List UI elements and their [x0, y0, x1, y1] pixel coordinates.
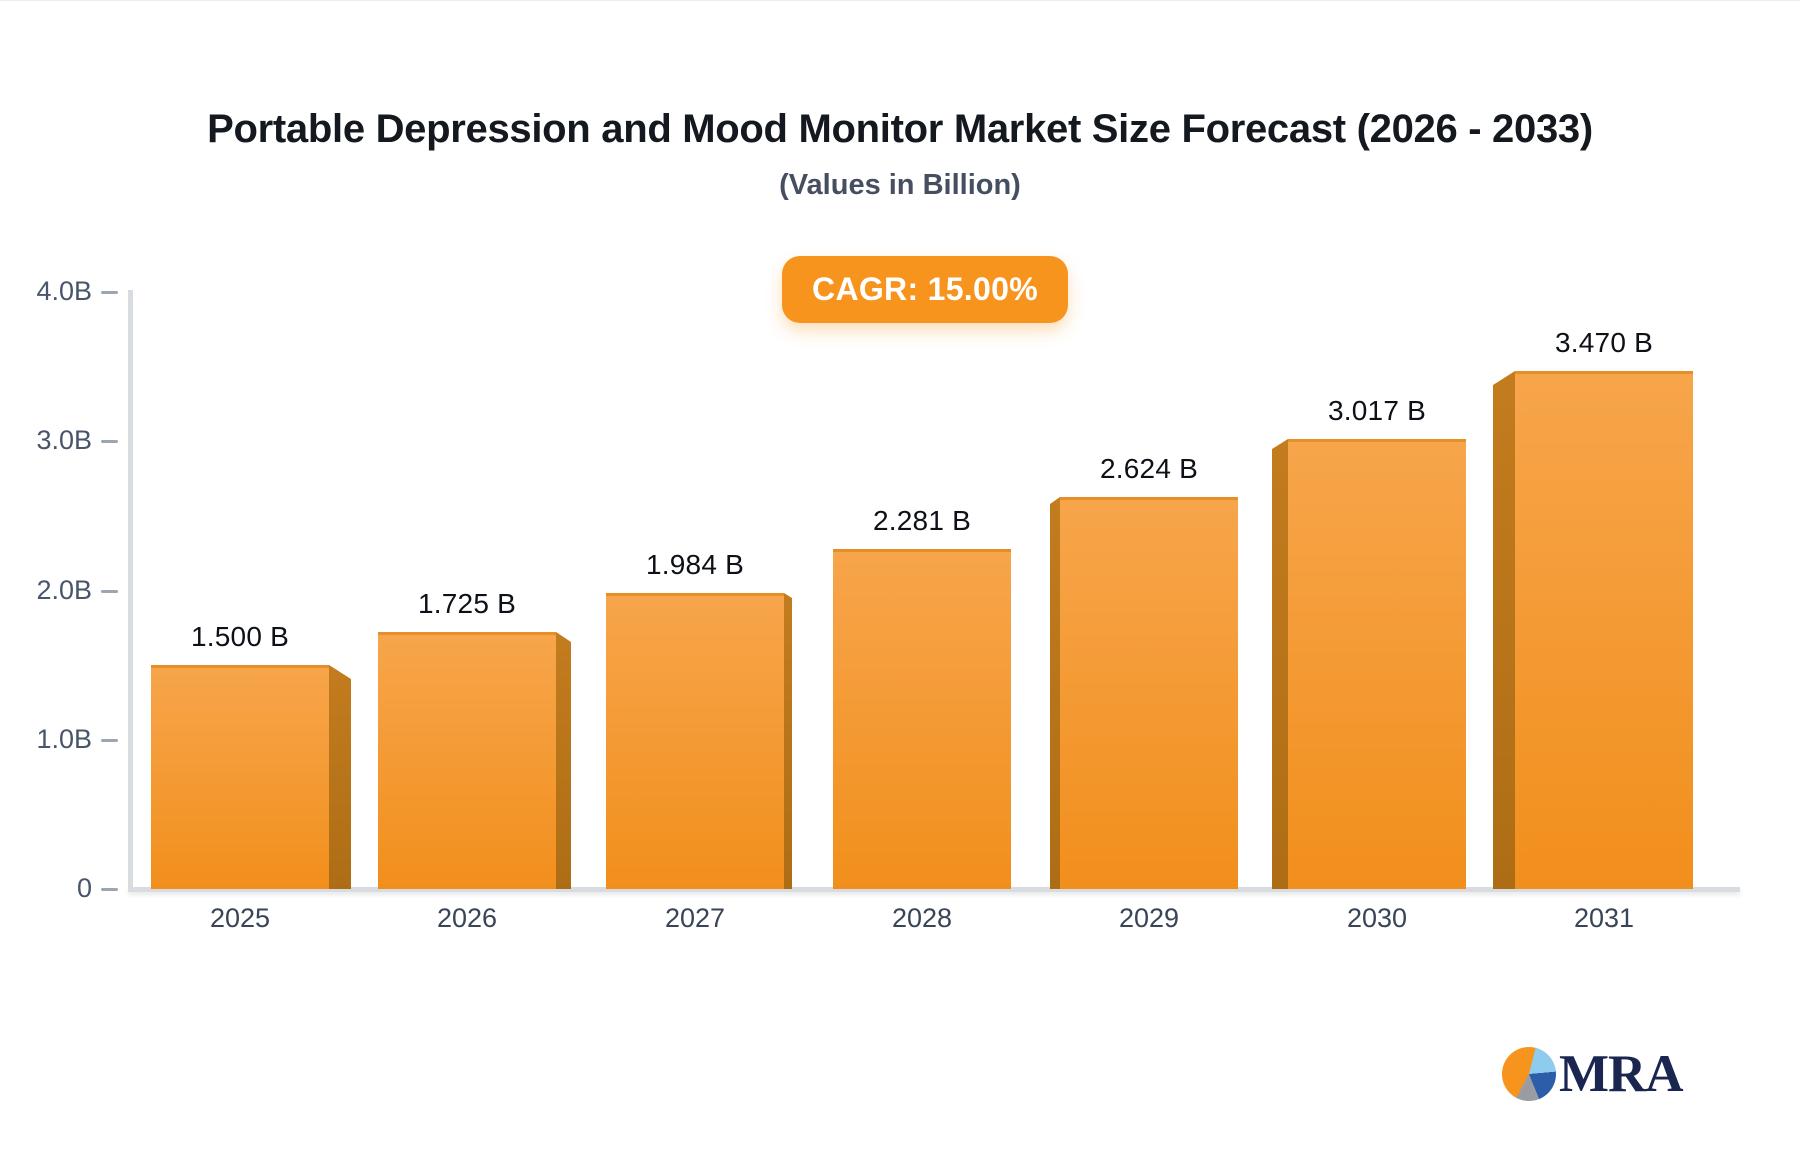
brand-logo: MRA — [1502, 1043, 1684, 1105]
y-tick-mark-1.0B — [101, 738, 118, 742]
x-tick-label-2025: 2025 — [209, 903, 271, 933]
bar-value-label-2028: 2.281 B — [873, 505, 971, 536]
bar-2028 — [833, 549, 1011, 889]
x-tick-label-2026: 2026 — [436, 903, 498, 933]
y-tick-mark-2.0B — [101, 589, 118, 593]
x-tick-label-2030: 2030 — [1346, 903, 1408, 933]
y-axis-line — [128, 290, 133, 891]
bar-side-2031 — [1493, 371, 1515, 889]
bar-2029 — [1060, 497, 1238, 889]
chart-subtitle: (Values in Billion) — [779, 169, 1021, 201]
bar-side-2027 — [784, 593, 792, 889]
x-tick-label-2027: 2027 — [664, 903, 726, 933]
x-tick-label-2031: 2031 — [1573, 903, 1635, 933]
y-tick-label-2.0B: 2.0B — [36, 574, 92, 605]
bar-2027 — [606, 593, 784, 889]
pie-chart-logo-icon — [1502, 1047, 1556, 1101]
bar-value-label-2031: 3.470 B — [1555, 327, 1653, 358]
bar-value-label-2029: 2.624 B — [1100, 453, 1198, 484]
bar-2030 — [1288, 439, 1466, 889]
chart-title: Portable Depression and Mood Monitor Mar… — [207, 107, 1593, 151]
bar-side-2025 — [329, 665, 351, 889]
bar-2031 — [1515, 371, 1693, 889]
bar-2026 — [378, 632, 556, 889]
bar-value-label-2025: 1.500 B — [191, 621, 289, 652]
bar-value-label-2026: 1.725 B — [418, 588, 516, 619]
y-tick-mark-4.0B — [101, 291, 118, 294]
bar-2025 — [151, 665, 329, 889]
cagr-badge: CAGR: 15.00% — [782, 256, 1068, 323]
bar-value-label-2030: 3.017 B — [1328, 395, 1426, 426]
y-tick-mark-0 — [101, 888, 118, 891]
y-tick-label-3.0B: 3.0B — [36, 425, 92, 456]
y-tick-label-4.0B: 4.0B — [36, 276, 92, 306]
x-tick-label-2028: 2028 — [891, 903, 953, 933]
y-tick-label-1.0B: 1.0B — [36, 723, 92, 754]
bar-value-label-2027: 1.984 B — [646, 549, 744, 580]
bar-side-2029 — [1050, 497, 1060, 889]
x-axis-baseline — [128, 887, 1740, 892]
y-tick-mark-3.0B — [101, 440, 118, 444]
brand-logo-text: MRA — [1559, 1045, 1684, 1103]
bar-side-2026 — [556, 632, 571, 889]
cagr-badge-label: CAGR: 15.00% — [812, 271, 1038, 307]
bar-side-2030 — [1272, 439, 1288, 889]
x-tick-label-2029: 2029 — [1118, 903, 1180, 933]
y-tick-label-0: 0 — [76, 873, 92, 903]
